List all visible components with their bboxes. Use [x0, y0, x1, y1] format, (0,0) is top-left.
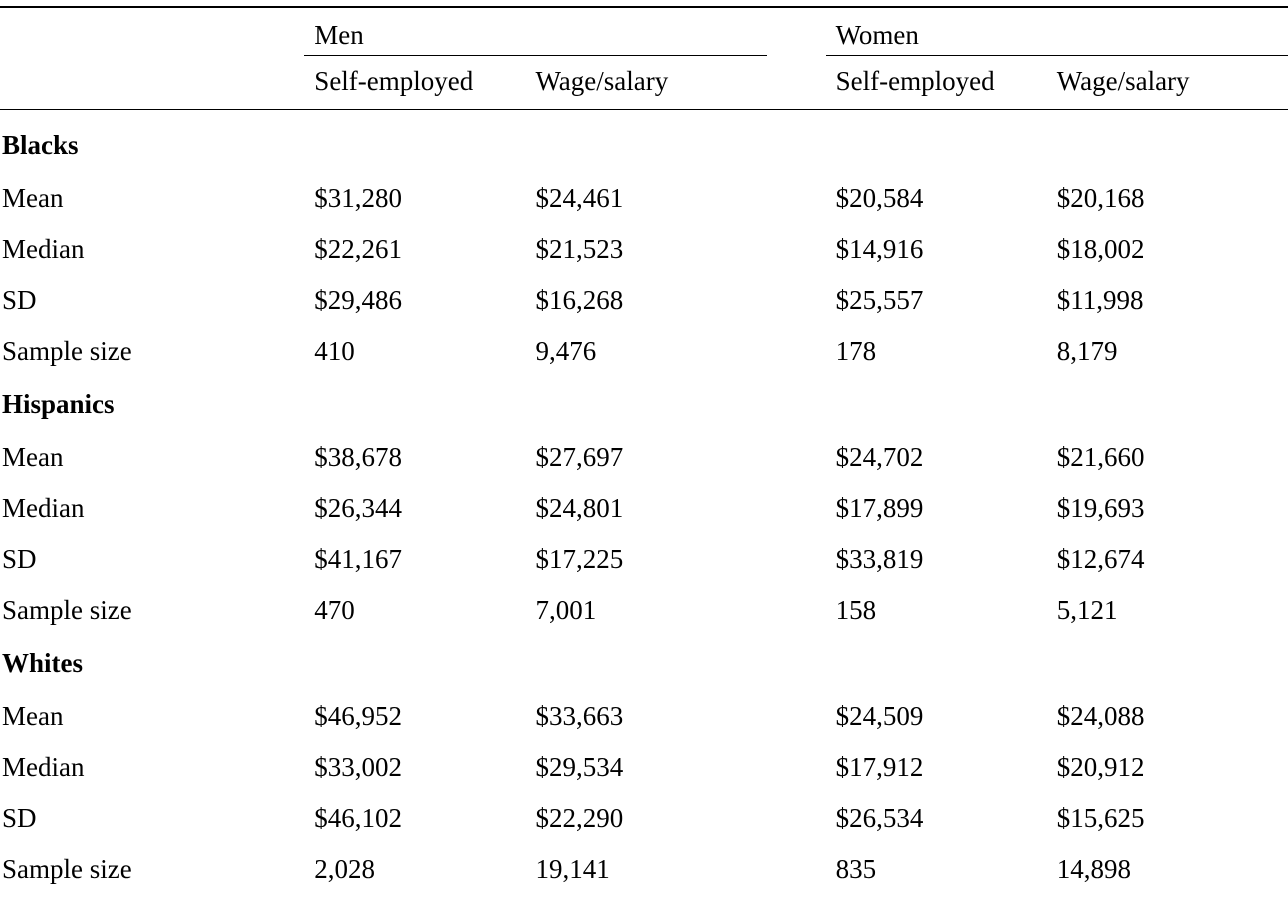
cell: $14,916 — [826, 216, 1057, 267]
cell: $41,167 — [304, 526, 535, 577]
row-label: Median — [0, 216, 304, 267]
table-row: SD $46,102 $22,290 $26,534 $15,625 — [0, 785, 1288, 836]
cell: $11,998 — [1057, 267, 1288, 318]
cell: 835 — [826, 836, 1057, 887]
cell: $18,002 — [1057, 216, 1288, 267]
section-header: Whites — [0, 628, 1288, 683]
row-label: SD — [0, 526, 304, 577]
table-row: SD $29,486 $16,268 $25,557 $11,998 — [0, 267, 1288, 318]
row-label: Mean — [0, 424, 304, 475]
cell: $38,678 — [304, 424, 535, 475]
row-label: Mean — [0, 683, 304, 734]
cell: $46,952 — [304, 683, 535, 734]
cell: $17,899 — [826, 475, 1057, 526]
cell: $33,819 — [826, 526, 1057, 577]
row-label: Sample size — [0, 577, 304, 628]
table-row: Mean $38,678 $27,697 $24,702 $21,660 — [0, 424, 1288, 475]
row-label: Sample size — [0, 836, 304, 887]
cell: $24,088 — [1057, 683, 1288, 734]
row-label: SD — [0, 785, 304, 836]
column-subheader-row: Self-employed Wage/salary Self-employed … — [0, 56, 1288, 110]
cell: $33,663 — [535, 683, 766, 734]
row-label: Median — [0, 734, 304, 785]
cell: 5,121 — [1057, 577, 1288, 628]
cell: $24,702 — [826, 424, 1057, 475]
subcol-women-self-employed: Self-employed — [826, 56, 1057, 110]
cell: 2,028 — [304, 836, 535, 887]
cell: 178 — [826, 318, 1057, 369]
cell: $24,461 — [535, 165, 766, 216]
section-title-blacks: Blacks — [0, 110, 1288, 166]
cell: 410 — [304, 318, 535, 369]
cell: $27,697 — [535, 424, 766, 475]
col-group-women: Women — [826, 8, 1288, 56]
column-group-header-row: Men Women — [0, 8, 1288, 56]
cell: $26,344 — [304, 475, 535, 526]
table-row: Mean $46,952 $33,663 $24,509 $24,088 — [0, 683, 1288, 734]
table-row: Sample size 470 7,001 158 5,121 — [0, 577, 1288, 628]
cell: 19,141 — [535, 836, 766, 887]
cell: $25,557 — [826, 267, 1057, 318]
cell: 14,898 — [1057, 836, 1288, 887]
subcol-men-wage-salary: Wage/salary — [535, 56, 766, 110]
section-title-whites: Whites — [0, 628, 1288, 683]
cell: $46,102 — [304, 785, 535, 836]
cell: $21,660 — [1057, 424, 1288, 475]
cell: $17,225 — [535, 526, 766, 577]
subcol-men-self-employed: Self-employed — [304, 56, 535, 110]
cell: 8,179 — [1057, 318, 1288, 369]
cell: $17,912 — [826, 734, 1057, 785]
table-container: Men Women Self-employed Wage/salary Self… — [0, 0, 1288, 909]
row-label: Median — [0, 475, 304, 526]
cell: $24,509 — [826, 683, 1057, 734]
cell: $31,280 — [304, 165, 535, 216]
subcol-women-wage-salary: Wage/salary — [1057, 56, 1288, 110]
col-group-men: Men — [304, 8, 766, 56]
cell: $16,268 — [535, 267, 766, 318]
cell: $21,523 — [535, 216, 766, 267]
table-row: Median $33,002 $29,534 $17,912 $20,912 — [0, 734, 1288, 785]
cell: 158 — [826, 577, 1057, 628]
table-row: SD $41,167 $17,225 $33,819 $12,674 — [0, 526, 1288, 577]
cell: $22,290 — [535, 785, 766, 836]
row-label: SD — [0, 267, 304, 318]
cell: 470 — [304, 577, 535, 628]
row-label: Mean — [0, 165, 304, 216]
cell: 9,476 — [535, 318, 766, 369]
cell: $12,674 — [1057, 526, 1288, 577]
cell: $20,168 — [1057, 165, 1288, 216]
table-row: Median $26,344 $24,801 $17,899 $19,693 — [0, 475, 1288, 526]
cell: $29,534 — [535, 734, 766, 785]
statistics-table: Men Women Self-employed Wage/salary Self… — [0, 6, 1288, 887]
cell: $15,625 — [1057, 785, 1288, 836]
cell: $26,534 — [826, 785, 1057, 836]
section-header: Hispanics — [0, 369, 1288, 424]
cell: $24,801 — [535, 475, 766, 526]
table-row: Sample size 410 9,476 178 8,179 — [0, 318, 1288, 369]
cell: $19,693 — [1057, 475, 1288, 526]
table-row: Sample size 2,028 19,141 835 14,898 — [0, 836, 1288, 887]
section-header: Blacks — [0, 110, 1288, 166]
cell: 7,001 — [535, 577, 766, 628]
cell: $29,486 — [304, 267, 535, 318]
cell: $20,584 — [826, 165, 1057, 216]
cell: $20,912 — [1057, 734, 1288, 785]
cell: $33,002 — [304, 734, 535, 785]
table-row: Mean $31,280 $24,461 $20,584 $20,168 — [0, 165, 1288, 216]
section-title-hispanics: Hispanics — [0, 369, 1288, 424]
row-label: Sample size — [0, 318, 304, 369]
table-row: Median $22,261 $21,523 $14,916 $18,002 — [0, 216, 1288, 267]
cell: $22,261 — [304, 216, 535, 267]
